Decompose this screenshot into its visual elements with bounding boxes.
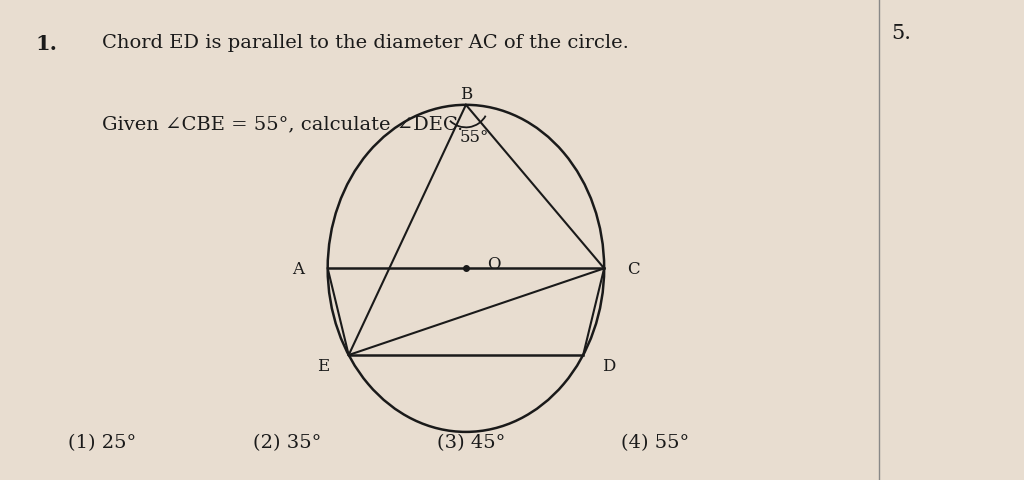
Text: A: A — [292, 260, 304, 277]
Text: 55°: 55° — [460, 128, 488, 145]
Text: (4) 55°: (4) 55° — [622, 433, 689, 451]
Text: Chord ED is parallel to the diameter AC of the circle.: Chord ED is parallel to the diameter AC … — [102, 34, 630, 51]
Text: Given ∠CBE = 55°, calculate ∠DEC.: Given ∠CBE = 55°, calculate ∠DEC. — [102, 115, 464, 133]
Text: 1.: 1. — [36, 34, 57, 54]
Text: (2) 35°: (2) 35° — [253, 433, 321, 451]
Text: (3) 45°: (3) 45° — [437, 433, 505, 451]
Text: D: D — [602, 357, 615, 374]
Text: O: O — [486, 255, 501, 272]
Text: (1) 25°: (1) 25° — [69, 433, 136, 451]
Text: E: E — [316, 357, 329, 374]
Text: 5.: 5. — [891, 24, 911, 43]
Text: B: B — [460, 86, 472, 103]
Text: C: C — [628, 260, 640, 277]
